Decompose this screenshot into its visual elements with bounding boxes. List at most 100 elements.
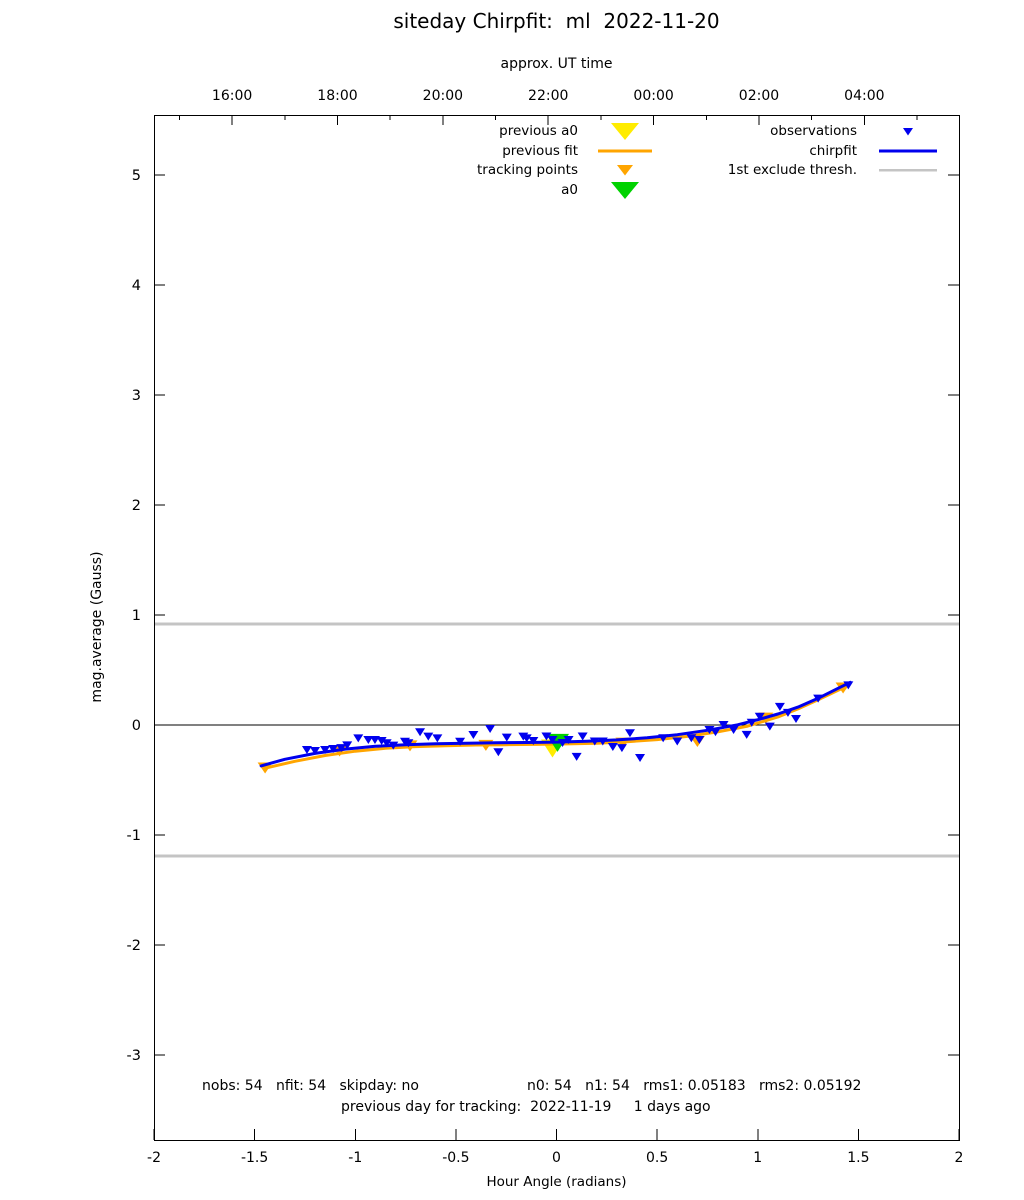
observation-point xyxy=(521,734,532,743)
line-sample-icon xyxy=(879,149,937,153)
a0-marker-icon xyxy=(596,180,654,200)
observation-point xyxy=(432,734,443,743)
x-axis-title: Hour Angle (radians) xyxy=(486,1174,627,1190)
stats-line1-right: n0: 54 n1: 54 rms1: 0.05183 rms2: 0.0519… xyxy=(527,1078,862,1094)
observation-point xyxy=(672,737,683,746)
observation-point xyxy=(728,725,739,734)
stats-line2: previous day for tracking: 2022-11-19 1 … xyxy=(341,1099,711,1115)
top-axis-title: approx. UT time xyxy=(500,56,613,72)
observation-point xyxy=(320,745,331,754)
page-title: siteday Chirpfit: ml 2022-11-20 xyxy=(393,9,720,33)
observation-point xyxy=(423,732,434,741)
x-tick-label: -2 xyxy=(147,1150,161,1166)
observation-point xyxy=(493,748,504,757)
observation-point xyxy=(741,730,752,739)
y-tick-label: -1 xyxy=(127,828,141,844)
x-tick-label: -0.5 xyxy=(442,1150,469,1166)
observation-point xyxy=(353,734,364,743)
y-tick-label: 4 xyxy=(132,278,141,294)
observation-point xyxy=(607,743,618,752)
observation-point xyxy=(577,732,588,741)
x-tick-label: 2 xyxy=(955,1150,964,1166)
legend-entry-exclude-threshold: 1st exclude thresh. xyxy=(640,160,938,180)
legend-label-chirpfit: chirpfit xyxy=(809,143,857,159)
y-tick-label: 2 xyxy=(132,498,141,514)
observation-point xyxy=(635,754,646,763)
observations-marker-icon xyxy=(878,121,938,141)
legend-entry-observations: observations xyxy=(640,121,938,141)
legend-entry-previous-a0: previous a0 xyxy=(400,121,654,141)
y-tick-label: -3 xyxy=(127,1048,141,1064)
observation-point xyxy=(328,744,339,753)
observation-point xyxy=(468,731,479,740)
observation-point xyxy=(547,735,558,744)
ut-tick-label: 04:00 xyxy=(844,88,884,104)
legend-entry-tracking-points: tracking points xyxy=(400,160,654,180)
exclude-threshold-line-icon xyxy=(878,160,938,180)
legend-entry-a0: a0 xyxy=(400,180,654,200)
legend-entry-previous-fit: previous fit xyxy=(400,141,654,161)
observation-point xyxy=(363,735,374,744)
legend-entry-chirpfit: chirpfit xyxy=(640,141,938,161)
legend-label-exclude-threshold: 1st exclude thresh. xyxy=(727,162,857,178)
x-tick-label: 0 xyxy=(552,1150,561,1166)
observation-point xyxy=(754,712,765,721)
observation-point xyxy=(455,737,466,746)
observation-point xyxy=(694,735,705,744)
observation-point xyxy=(301,745,312,754)
legend-label-observations: observations xyxy=(770,123,857,139)
observation-point xyxy=(342,741,353,750)
legend-label-tracking-points: tracking points xyxy=(477,162,578,178)
line-sample-icon xyxy=(598,149,652,153)
tracking-points-marker-icon xyxy=(596,160,654,180)
observation-point xyxy=(764,722,775,731)
observation-point xyxy=(501,733,512,742)
legend-label-a0: a0 xyxy=(561,182,578,198)
observation-point xyxy=(310,746,320,755)
x-tick-label: -1.5 xyxy=(241,1150,268,1166)
observation-point xyxy=(774,702,785,711)
observation-point xyxy=(376,736,387,745)
observation-point xyxy=(571,752,582,761)
observation-point xyxy=(718,721,729,730)
triangle-down-icon xyxy=(611,182,639,199)
ut-tick-label: 16:00 xyxy=(212,88,252,104)
x-tick-label: -1 xyxy=(348,1150,362,1166)
y-tick-label: 1 xyxy=(132,608,141,624)
ut-tick-label: 02:00 xyxy=(739,88,779,104)
previous-fit-line-icon xyxy=(596,141,654,161)
line-sample-icon xyxy=(879,169,937,172)
chirpfit-line xyxy=(259,680,852,768)
ut-tick-label: 18:00 xyxy=(317,88,357,104)
triangle-down-icon xyxy=(617,165,633,176)
observation-point xyxy=(686,734,697,743)
previous-a0-marker-icon xyxy=(596,121,654,141)
stats-line1-left: nobs: 54 nfit: 54 skipday: no xyxy=(202,1078,419,1094)
observation-point xyxy=(415,728,426,737)
x-tick-label: 1 xyxy=(753,1150,762,1166)
observation-point xyxy=(616,744,627,753)
triangle-down-icon xyxy=(903,128,913,136)
plot-border xyxy=(154,115,960,1141)
legend-label-previous-a0: previous a0 xyxy=(499,123,578,139)
y-tick-label: 3 xyxy=(132,388,141,404)
x-tick-label: 0.5 xyxy=(646,1150,668,1166)
x-tick-label: 1.5 xyxy=(847,1150,869,1166)
ut-tick-label: 22:00 xyxy=(528,88,568,104)
observation-point xyxy=(485,724,496,733)
observation-point xyxy=(336,744,347,753)
observation-point xyxy=(624,729,635,738)
y-tick-label: 5 xyxy=(132,168,141,184)
legend-label-previous-fit: previous fit xyxy=(502,143,578,159)
observation-point xyxy=(563,735,574,744)
triangle-down-icon xyxy=(611,123,639,140)
previous-fit-line xyxy=(263,686,844,770)
observation-point xyxy=(790,714,801,723)
y-tick-label: -2 xyxy=(127,938,141,954)
observation-point xyxy=(381,739,392,748)
ut-tick-label: 20:00 xyxy=(423,88,463,104)
observation-point xyxy=(541,732,552,741)
y-tick-label: 0 xyxy=(132,718,141,734)
